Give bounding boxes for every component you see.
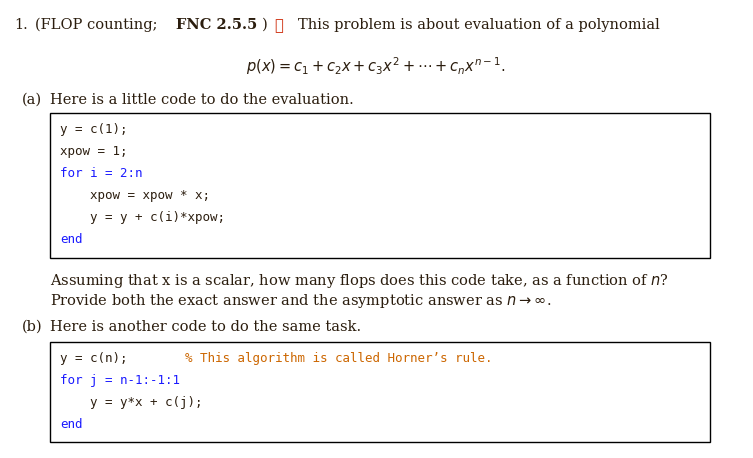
Text: (FLOP counting;: (FLOP counting; — [35, 18, 162, 33]
Text: $p(x) = c_1 + c_2x + c_3x^2 + \cdots + c_nx^{n-1}.$: $p(x) = c_1 + c_2x + c_3x^2 + \cdots + c… — [246, 55, 506, 76]
Text: xpow = 1;: xpow = 1; — [60, 145, 127, 158]
Text: Here is a little code to do the evaluation.: Here is a little code to do the evaluati… — [50, 93, 354, 107]
FancyBboxPatch shape — [50, 342, 710, 442]
Text: y = y + c(i)*xpow;: y = y + c(i)*xpow; — [60, 211, 225, 224]
Text: y = c(n);: y = c(n); — [60, 352, 127, 365]
Text: for i = 2:n: for i = 2:n — [60, 167, 142, 180]
Text: y = c(1);: y = c(1); — [60, 123, 127, 136]
Text: FNC 2.5.5: FNC 2.5.5 — [176, 18, 258, 32]
FancyBboxPatch shape — [50, 113, 710, 258]
Text: Provide both the exact answer and the asymptotic answer as $n \to \infty$.: Provide both the exact answer and the as… — [50, 292, 551, 310]
Text: Assuming that x is a scalar, how many flops does this code take, as a function o: Assuming that x is a scalar, how many fl… — [50, 456, 669, 458]
Text: for j = n-1:-1:1: for j = n-1:-1:1 — [60, 374, 180, 387]
Text: % This algorithm is called Horner’s rule.: % This algorithm is called Horner’s rule… — [140, 352, 492, 365]
Text: Assuming that x is a scalar, how many flops does this code take, as a function o: Assuming that x is a scalar, how many fl… — [50, 272, 669, 290]
Text: Here is another code to do the same task.: Here is another code to do the same task… — [50, 320, 361, 334]
Text: end: end — [60, 233, 83, 246]
Text: 1.: 1. — [14, 18, 28, 32]
Text: end: end — [60, 418, 83, 431]
Text: This problem is about evaluation of a polynomial: This problem is about evaluation of a po… — [298, 18, 660, 32]
Text: y = y*x + c(j);: y = y*x + c(j); — [60, 396, 203, 409]
Text: (a): (a) — [22, 93, 42, 107]
Text: xpow = xpow * x;: xpow = xpow * x; — [60, 189, 210, 202]
Text: (b): (b) — [22, 320, 43, 334]
Text: 🖊: 🖊 — [274, 18, 282, 33]
Text: ): ) — [262, 18, 268, 32]
